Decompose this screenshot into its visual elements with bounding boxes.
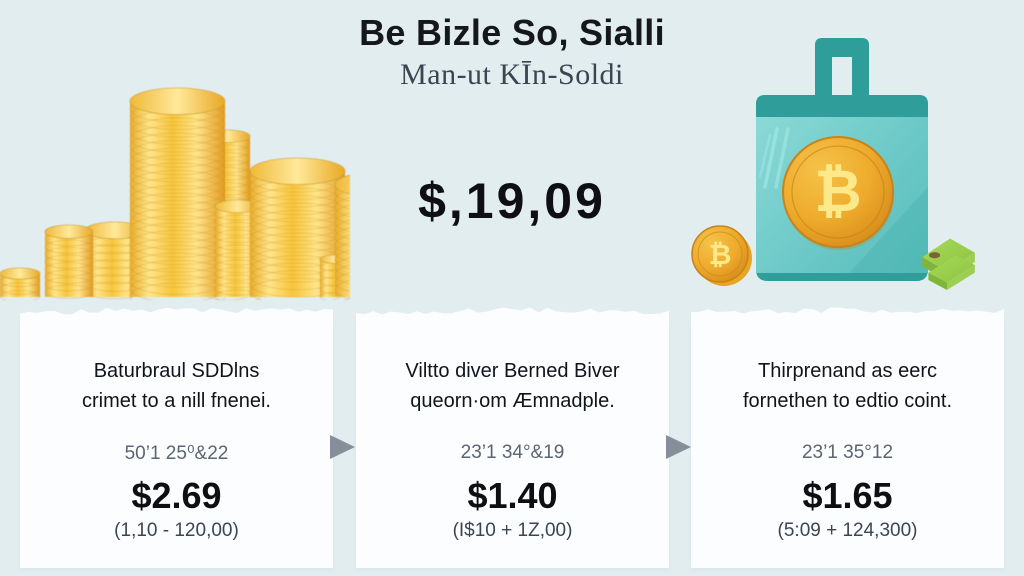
svg-text:₿: ₿ xyxy=(709,239,732,270)
svg-text:₿: ₿ xyxy=(814,159,861,224)
